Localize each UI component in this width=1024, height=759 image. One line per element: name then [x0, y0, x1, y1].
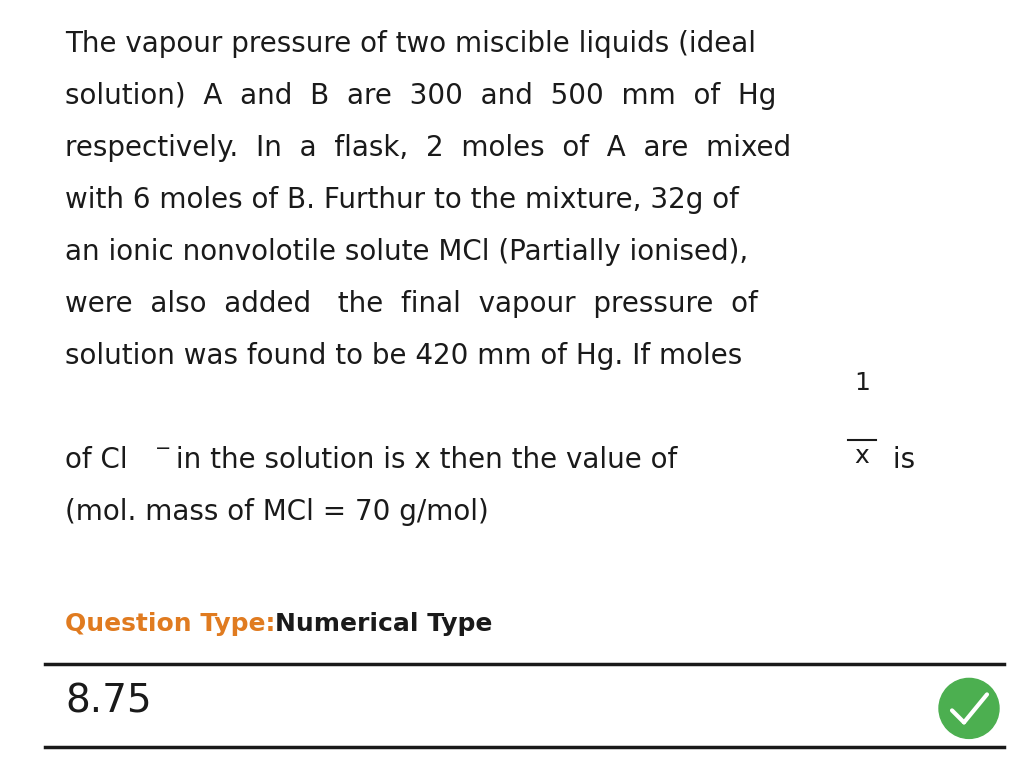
Text: were  also  added   the  final  vapour  pressure  of: were also added the final vapour pressur… — [65, 290, 758, 318]
Text: solution was found to be 420 mm of Hg. If moles: solution was found to be 420 mm of Hg. I… — [65, 342, 742, 370]
Text: is: is — [884, 446, 915, 474]
Text: x: x — [855, 444, 869, 468]
Text: The vapour pressure of two miscible liquids (ideal: The vapour pressure of two miscible liqu… — [65, 30, 756, 58]
Text: Question Type:: Question Type: — [65, 613, 275, 636]
Circle shape — [939, 679, 999, 739]
Text: Numerical Type: Numerical Type — [275, 613, 493, 636]
Text: (mol. mass of MCl = 70 g/mol): (mol. mass of MCl = 70 g/mol) — [65, 498, 488, 526]
Text: −: − — [155, 439, 171, 458]
Text: an ionic nonvolotile solute MCl (Partially ionised),: an ionic nonvolotile solute MCl (Partial… — [65, 238, 749, 266]
Text: 8.75: 8.75 — [65, 682, 152, 720]
Text: respectively.  In  a  flask,  2  moles  of  A  are  mixed: respectively. In a flask, 2 moles of A a… — [65, 134, 792, 162]
Text: 1: 1 — [854, 370, 870, 395]
Text: with 6 moles of B. Furthur to the mixture, 32g of: with 6 moles of B. Furthur to the mixtur… — [65, 186, 739, 214]
Text: solution)  A  and  B  are  300  and  500  mm  of  Hg: solution) A and B are 300 and 500 mm of … — [65, 82, 776, 110]
Text: in the solution is x then the value of: in the solution is x then the value of — [167, 446, 677, 474]
Text: of Cl: of Cl — [65, 446, 128, 474]
